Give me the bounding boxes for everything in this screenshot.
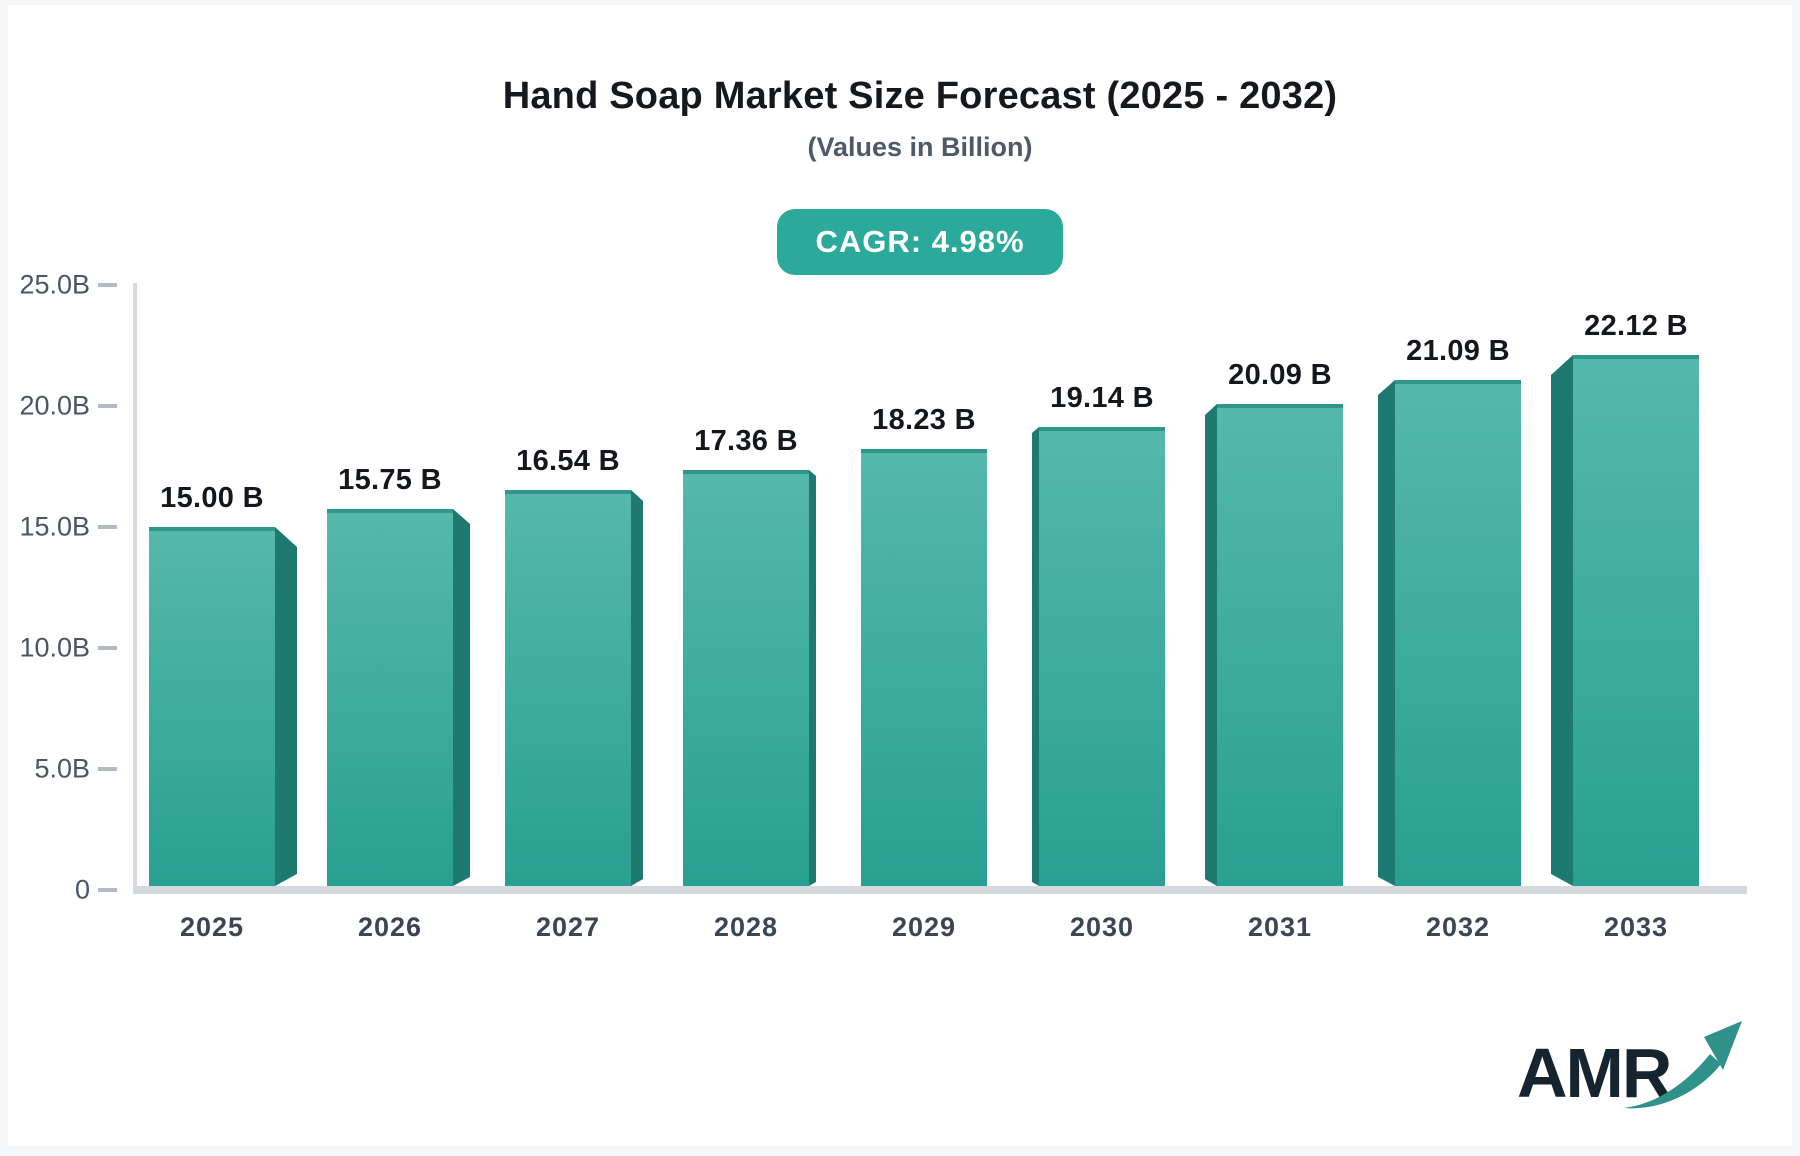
amr-logo: AMR bbox=[1517, 1021, 1742, 1114]
x-axis-line bbox=[133, 886, 1747, 894]
y-axis-tick-label: 15.0B bbox=[19, 511, 90, 542]
bar-front-face bbox=[327, 509, 453, 886]
y-axis-tick-label: 10.0B bbox=[19, 632, 90, 663]
bar-3d-side-face bbox=[1032, 427, 1039, 886]
y-axis-tick-dash bbox=[98, 404, 117, 408]
bar-value-label: 15.75 B bbox=[338, 464, 442, 496]
bar-value-label: 22.12 B bbox=[1584, 310, 1688, 342]
bar-front-face bbox=[505, 490, 631, 886]
cagr-badge: CAGR: 4.98% bbox=[777, 209, 1063, 275]
x-axis-label-2029: 2029 bbox=[891, 912, 957, 942]
y-axis-tick-dash bbox=[98, 283, 117, 287]
bar-3d-side-face bbox=[1551, 355, 1573, 886]
bar-2032[interactable]: 21.09 B bbox=[1395, 335, 1521, 886]
bar-chart-plot-area: 25.0B 20.0B 15.0B 10.0B 5.0B 0 15.00 B 2025 15.7… bbox=[19, 270, 1747, 942]
y-axis-tick-dash bbox=[98, 525, 117, 529]
bar-3d-side-face bbox=[1378, 380, 1395, 886]
bar-2025[interactable]: 15.00 B bbox=[149, 482, 275, 886]
x-axis-label-2031: 2031 bbox=[1247, 912, 1313, 942]
x-axis-label-2032: 2032 bbox=[1425, 912, 1491, 942]
x-axis-label-2027: 2027 bbox=[535, 912, 601, 942]
bar-3d-side-face bbox=[1205, 404, 1217, 886]
bar-value-label: 17.36 B bbox=[694, 425, 798, 457]
bar-3d-side-face bbox=[809, 470, 816, 886]
growth-arrow-icon bbox=[1624, 1021, 1742, 1109]
bar-front-face bbox=[1217, 404, 1343, 886]
bar-2027[interactable]: 16.54 B bbox=[505, 445, 631, 886]
bar-value-label: 15.00 B bbox=[160, 482, 264, 514]
bar-value-label: 21.09 B bbox=[1406, 335, 1510, 367]
x-axis-label-2033: 2033 bbox=[1603, 912, 1669, 942]
x-axis-label-2025: 2025 bbox=[179, 912, 245, 942]
y-axis-tick-label: 5.0B bbox=[34, 753, 90, 784]
y-axis-line bbox=[133, 283, 137, 894]
bar-2026[interactable]: 15.75 B bbox=[327, 464, 453, 886]
bar-3d-side-face bbox=[275, 527, 297, 886]
y-axis-tick-dash bbox=[98, 767, 117, 771]
amr-logo-text: AMR bbox=[1517, 1034, 1672, 1112]
bar-3d-side-face bbox=[453, 509, 470, 886]
bar-3d-side-face bbox=[631, 490, 643, 886]
bar-value-label: 16.54 B bbox=[516, 445, 620, 477]
bar-2030[interactable]: 19.14 B bbox=[1039, 382, 1165, 886]
bar-front-face bbox=[1573, 355, 1699, 886]
bar-2031[interactable]: 20.09 B bbox=[1217, 359, 1343, 886]
y-axis-tick-dash bbox=[98, 646, 117, 650]
y-axis-tick-label: 0 bbox=[74, 874, 90, 905]
y-axis-tick-label: 20.0B bbox=[19, 390, 90, 421]
bar-value-label: 19.14 B bbox=[1050, 382, 1154, 414]
bar-front-face bbox=[149, 527, 275, 886]
bar-front-face bbox=[861, 449, 987, 886]
bar-front-face bbox=[683, 470, 809, 886]
bar-front-face bbox=[1039, 427, 1165, 886]
x-axis-label-2026: 2026 bbox=[357, 912, 423, 942]
chart-title: Hand Soap Market Size Forecast (2025 - 2… bbox=[502, 75, 1338, 117]
bar-2033[interactable]: 22.12 B bbox=[1573, 310, 1699, 886]
bar-value-label: 20.09 B bbox=[1228, 359, 1332, 391]
y-axis-tick-label: 25.0B bbox=[19, 269, 90, 300]
chart-card: Hand Soap Market Size Forecast (2025 - 2… bbox=[8, 5, 1792, 1146]
x-axis-label-2028: 2028 bbox=[713, 912, 779, 942]
x-axis-label-2030: 2030 bbox=[1069, 912, 1135, 942]
bar-2029[interactable]: 18.23 B bbox=[861, 404, 987, 886]
bar-value-label: 18.23 B bbox=[872, 404, 976, 436]
chart-header: Hand Soap Market Size Forecast (2025 - 2… bbox=[48, 75, 1792, 275]
chart-subtitle: (Values in Billion) bbox=[807, 132, 1033, 162]
y-axis-tick-dash bbox=[98, 888, 117, 892]
bar-2028[interactable]: 17.36 B bbox=[683, 425, 809, 886]
bar-front-face bbox=[1395, 380, 1521, 886]
